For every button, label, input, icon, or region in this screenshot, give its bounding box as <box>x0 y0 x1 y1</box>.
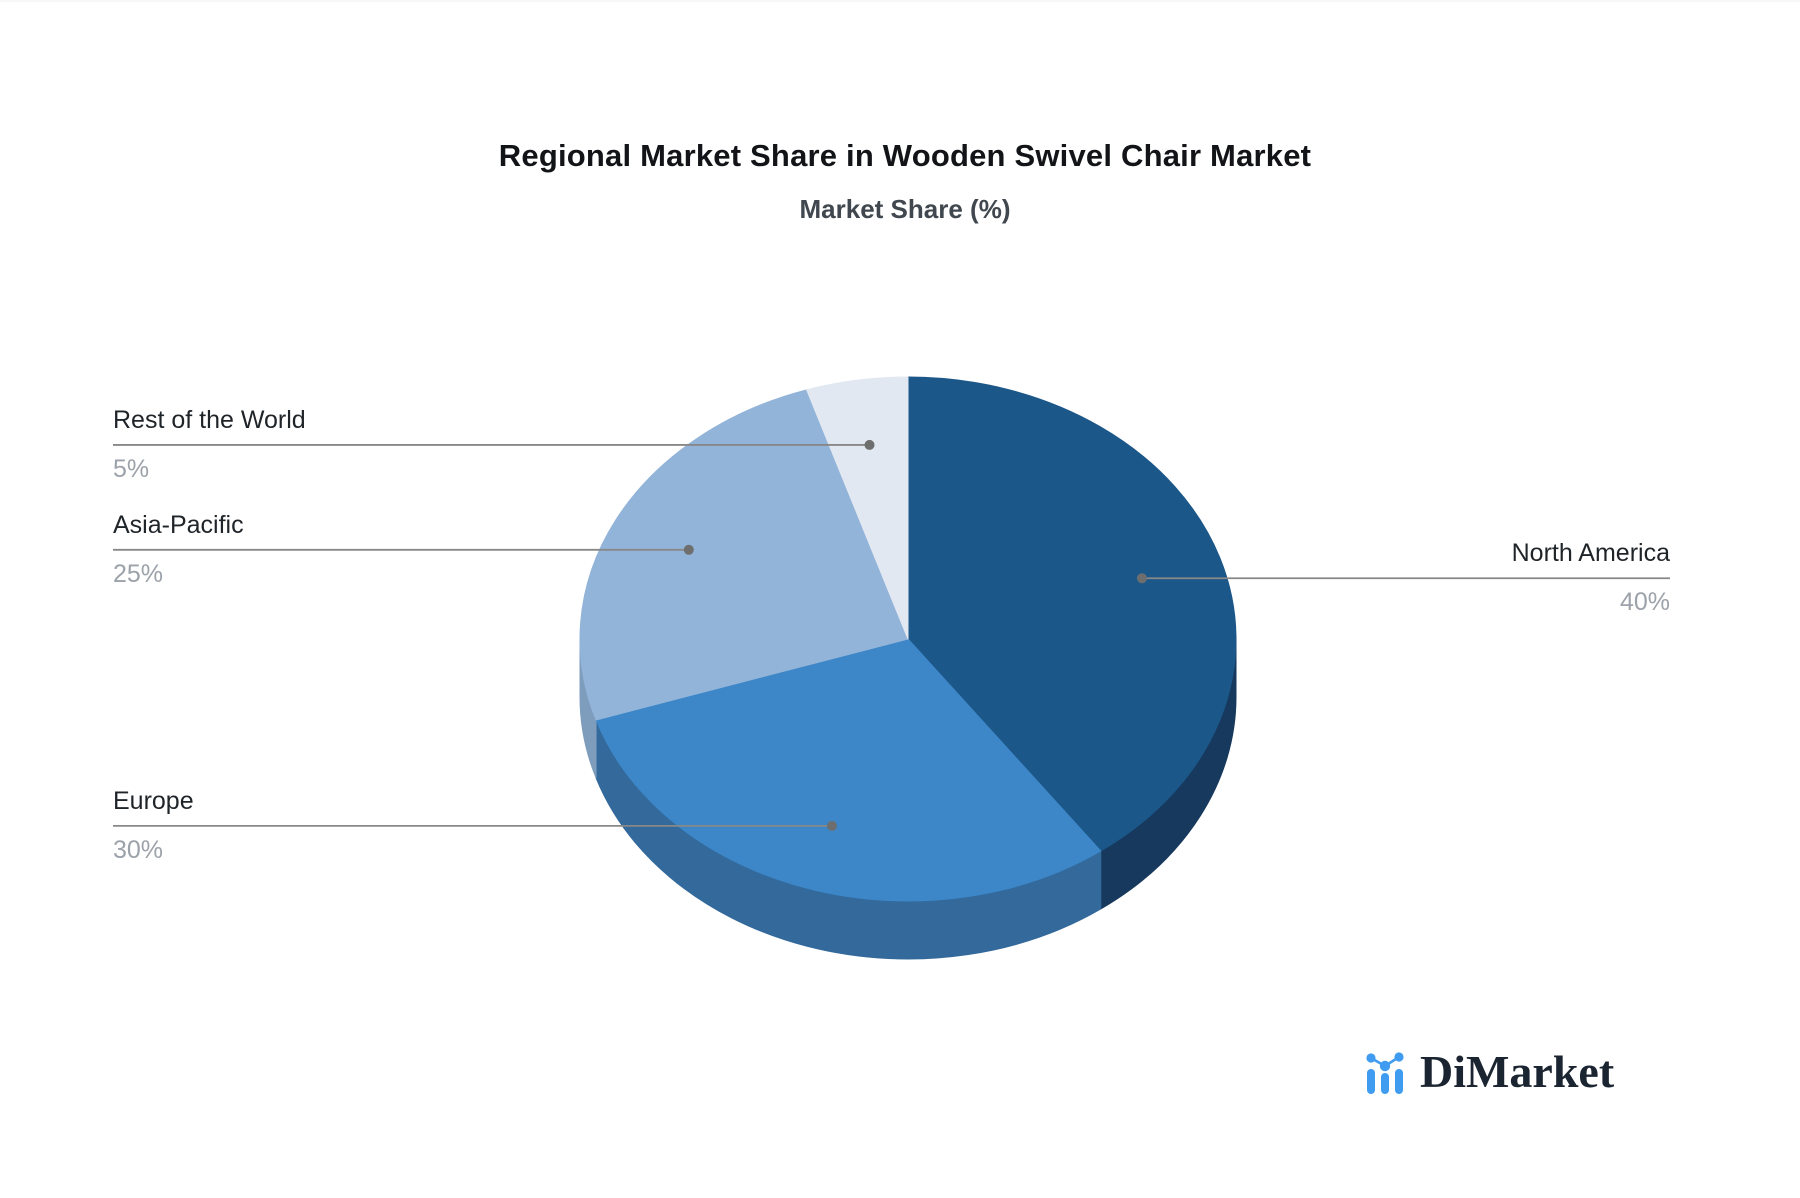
bar-line-chart-icon <box>1366 1052 1404 1094</box>
chart-title: Regional Market Share in Wooden Swivel C… <box>498 138 1312 173</box>
leader-dot-rest-of-the-world <box>864 439 875 450</box>
leader-dot-europe <box>826 820 837 831</box>
chart-subtitle: Market Share (%) <box>799 194 1011 224</box>
pie-slice-rest-of-the-world[interactable] <box>806 376 909 640</box>
leader-dot-asia-pacific <box>683 544 694 555</box>
brand-logo[interactable]: DiMarket <box>1363 1044 1614 1096</box>
brand-logo-text: DiMarket <box>1420 1046 1615 1097</box>
pie-slice-europe[interactable] <box>595 638 1102 902</box>
leader-dot-north-america <box>1136 573 1147 584</box>
pie-slice-asia-pacific[interactable] <box>579 389 909 721</box>
pie-slice-north-america[interactable] <box>907 376 1237 852</box>
